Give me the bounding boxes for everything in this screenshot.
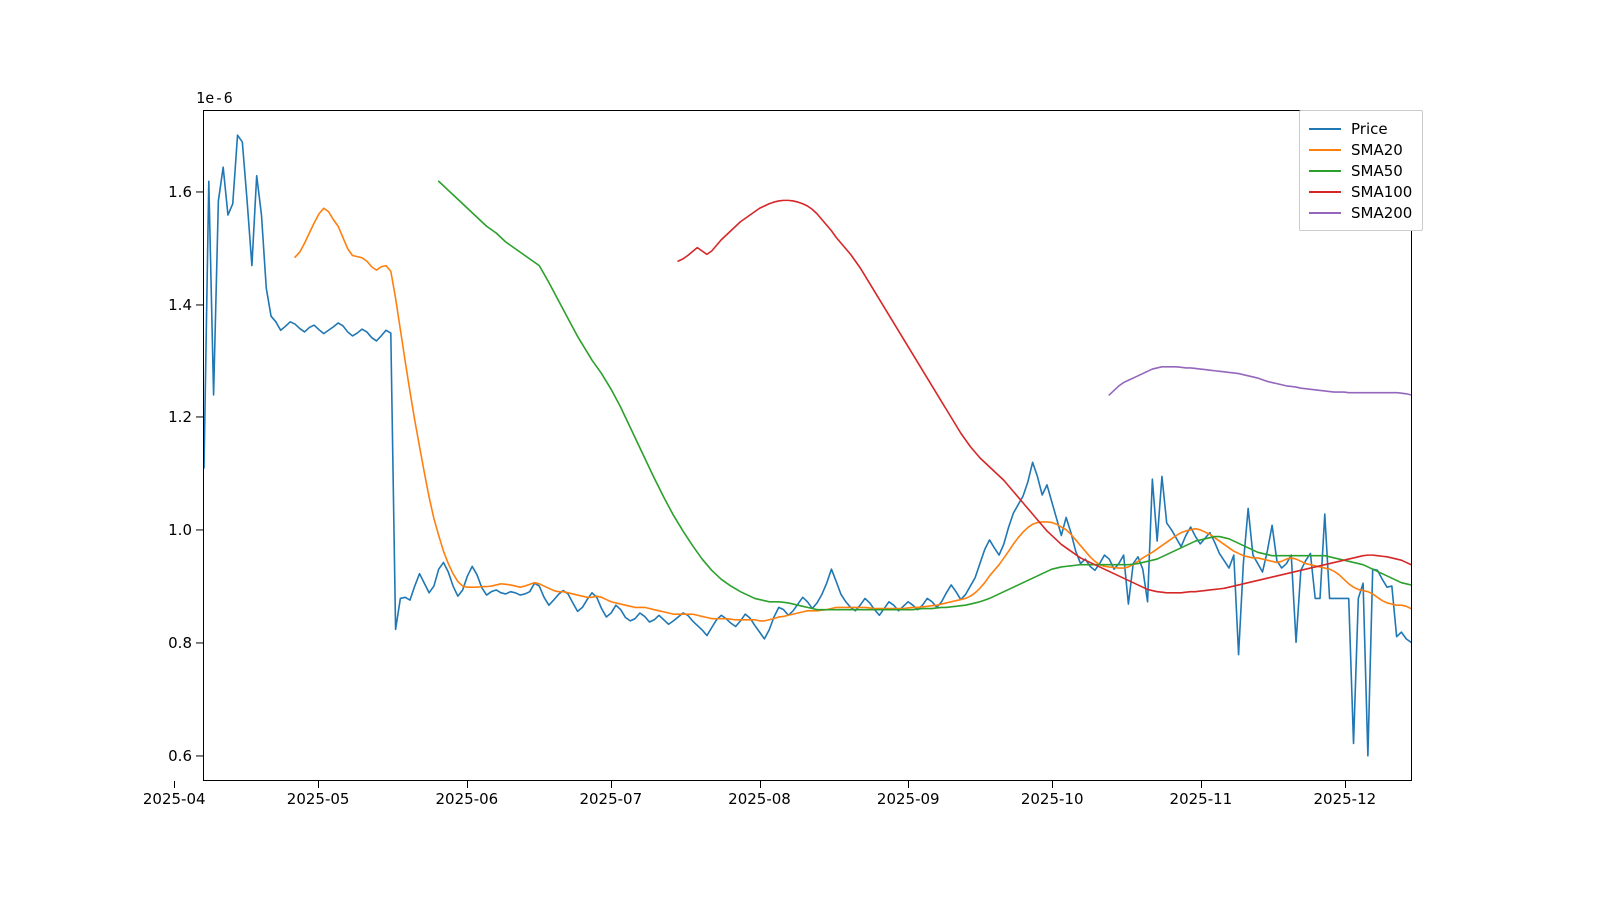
legend-swatch-sma50: [1309, 169, 1341, 172]
x-tick-label: 2025-12: [1313, 790, 1377, 808]
series-line-price: [204, 135, 1411, 756]
legend-label: Price: [1351, 119, 1388, 138]
y-tick-mark: [196, 191, 203, 193]
plot-area: [203, 110, 1412, 781]
y-tick-mark: [196, 529, 203, 531]
y-tick-label: 1.2: [168, 408, 192, 427]
x-tick-mark: [908, 781, 910, 788]
x-tick-label: 2025-10: [1020, 790, 1084, 808]
legend-item-sma200[interactable]: SMA200: [1309, 202, 1412, 223]
y-tick-label: 1.0: [168, 521, 192, 540]
legend-swatch-sma100: [1309, 190, 1341, 193]
y-tick-mark: [196, 642, 203, 644]
legend-item-sma20[interactable]: SMA20: [1309, 139, 1412, 160]
chart-lines: [204, 111, 1411, 780]
legend-label: SMA100: [1351, 182, 1413, 201]
legend-swatch-price: [1309, 127, 1341, 130]
x-tick-mark: [759, 781, 761, 788]
legend-label: SMA20: [1351, 140, 1403, 159]
series-line-sma20: [295, 208, 1411, 621]
x-tick-label: 2025-05: [286, 790, 350, 808]
x-tick-mark: [610, 781, 612, 788]
legend-swatch-sma20: [1309, 148, 1341, 151]
legend: Price SMA20 SMA50 SMA100 SMA200: [1299, 110, 1424, 231]
legend-swatch-sma200: [1309, 211, 1341, 214]
x-tick-label: 2025-08: [728, 790, 791, 808]
legend-item-sma50[interactable]: SMA50: [1309, 160, 1412, 181]
legend-label: SMA50: [1351, 161, 1403, 180]
x-tick-label: 2025-07: [579, 790, 643, 808]
x-tick-mark: [1200, 781, 1202, 788]
y-tick-mark: [196, 755, 203, 757]
y-tick-mark: [196, 416, 203, 418]
series-line-sma200: [1109, 367, 1411, 581]
legend-item-sma100[interactable]: SMA100: [1309, 181, 1412, 202]
x-tick-label: 2025-09: [876, 790, 940, 808]
x-tick-label: 2025-04: [142, 790, 206, 808]
y-tick-mark: [196, 303, 203, 306]
x-tick-label: 2025-11: [1169, 790, 1233, 808]
x-tick-mark: [174, 781, 176, 788]
y-tick-label: 0.6: [168, 746, 192, 765]
y-tick-label: 1.6: [168, 182, 192, 201]
x-tick-mark: [1344, 781, 1346, 788]
legend-label: SMA200: [1351, 203, 1413, 222]
x-tick-mark: [466, 781, 468, 788]
x-tick-mark: [1052, 781, 1054, 788]
y-tick-label: 0.8: [168, 633, 192, 652]
series-line-sma100: [678, 200, 1411, 592]
y-axis-offset-text: 1e-6: [196, 89, 233, 107]
x-tick-mark: [318, 781, 320, 788]
series-line-sma50: [439, 181, 1411, 609]
x-tick-label: 2025-06: [435, 790, 499, 808]
legend-item-price[interactable]: Price: [1309, 118, 1412, 139]
y-tick-label: 1.4: [168, 295, 192, 314]
